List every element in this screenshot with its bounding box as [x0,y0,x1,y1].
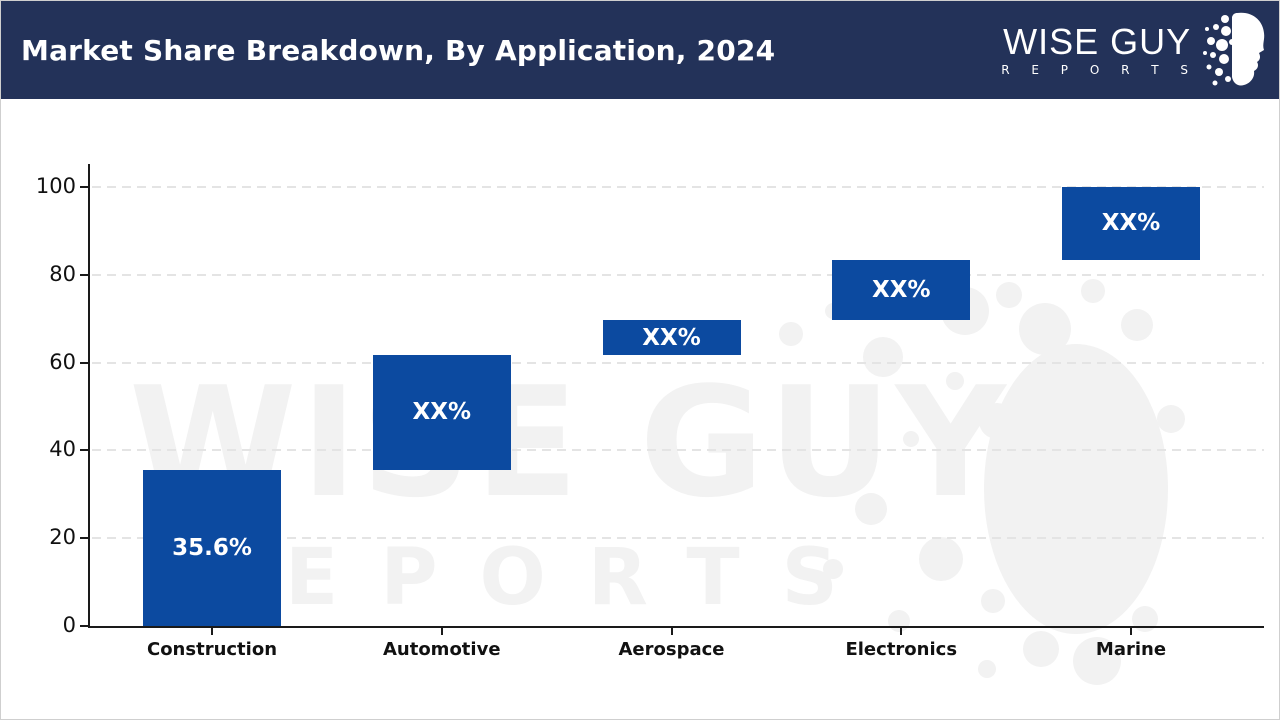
y-tick-label: 80 [49,261,76,286]
y-tick-label: 100 [35,174,76,198]
y-tick-label: 40 [49,437,76,462]
y-tick-80 [80,273,88,276]
x-axis [88,626,1264,628]
watermark-head-graphic [779,279,1185,685]
y-tick-label: 60 [49,349,76,374]
bar-value-label: XX% [412,399,471,426]
bar-electronics: XX% [832,259,971,320]
bar-construction: 35.6% [143,469,281,626]
bar-value-label: XX% [642,324,701,351]
y-tick-100 [80,186,88,188]
category-label: Marine [1095,639,1167,660]
x-tick-marine [1130,628,1132,635]
gridline-20 [92,537,1264,540]
x-tick-automotive [440,628,443,635]
gridline-100 [92,186,1264,188]
bar-value-label: XX% [871,276,931,303]
category-label: Aerospace [618,639,725,660]
bar-aerospace: XX% [602,320,741,356]
chart-title: Market Share Breakdown, By Application, … [21,33,776,67]
header-bar: Market Share Breakdown, By Application, … [1,1,1279,99]
y-tick-0 [80,625,88,627]
y-tick-20 [80,537,88,540]
bar-marine: XX% [1062,187,1200,260]
category-label: Electronics [845,639,958,660]
bar-value-label: XX% [1101,210,1161,237]
chart-area: WISE GUY REPORTS 0 20 40 60 80 100 35.6% Constr… [1,99,1279,719]
bar-automotive: XX% [372,355,511,470]
y-tick-label: 0 [62,613,76,637]
y-tick-label: 20 [49,525,76,550]
y-tick-60 [80,361,88,364]
y-tick-40 [80,449,88,452]
gridline-60 [92,361,1264,364]
logo-name-text: WISE GUY [1003,21,1192,62]
bar-value-label: 35.6% [172,534,252,561]
y-axis [88,164,90,628]
x-tick-aerospace [670,628,673,635]
x-tick-construction [211,628,213,635]
wiseguy-logo: WISE GUY R E P O R T S [997,9,1267,91]
gridline-40 [92,449,1264,452]
watermark-subtext: REPORTS [183,533,880,623]
x-tick-electronics [900,628,903,635]
wiseguy-face-icon [1203,12,1265,86]
gridline-80 [92,273,1264,276]
logo-reports-text: R E P O R T S [1001,63,1197,77]
logo-wordmark: WISE GUY R E P O R T S [997,21,1197,77]
category-label: Construction [146,639,278,660]
category-label: Automotive [382,639,501,660]
